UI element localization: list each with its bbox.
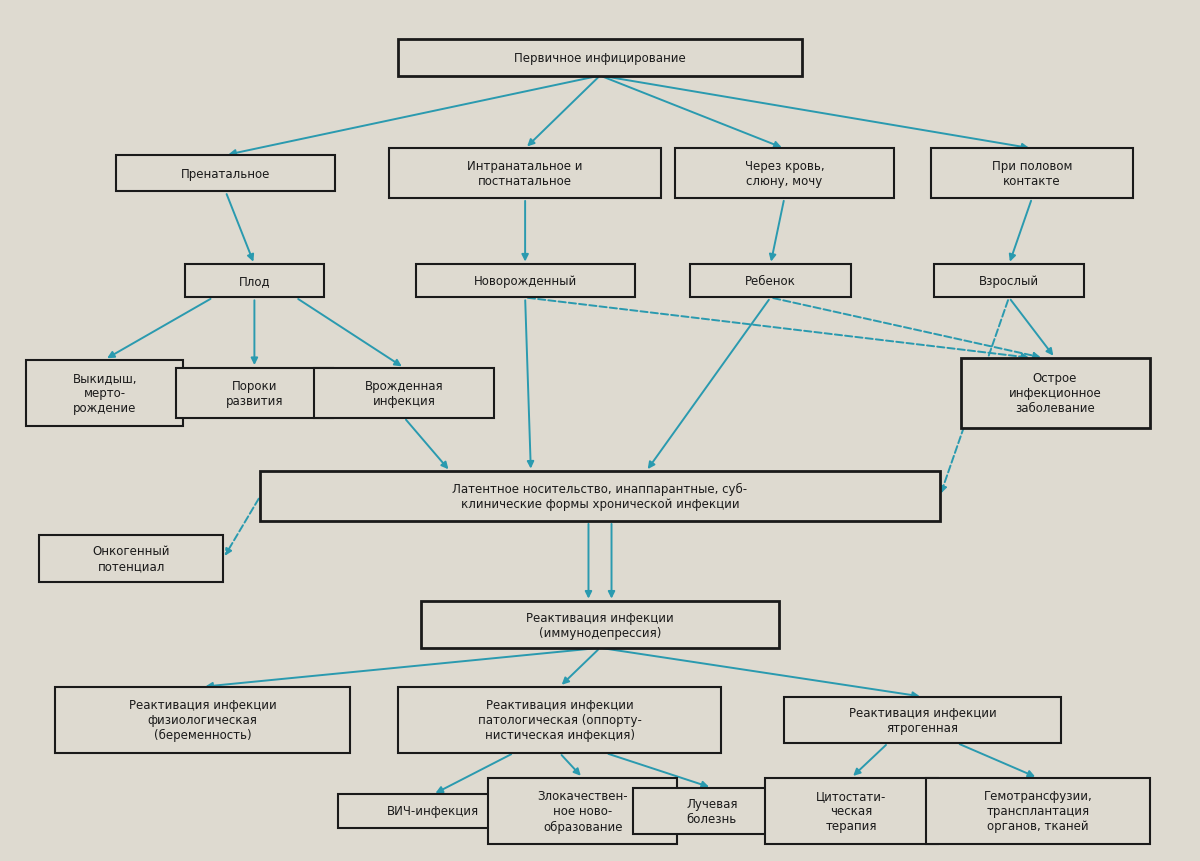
Text: Через кровь,
слюну, мочу: Через кровь, слюну, мочу	[744, 160, 824, 188]
FancyBboxPatch shape	[634, 788, 790, 834]
FancyBboxPatch shape	[488, 778, 677, 844]
Text: Онкогенный
потенциал: Онкогенный потенциал	[92, 545, 170, 573]
FancyBboxPatch shape	[338, 795, 528, 827]
Text: Выкидыш,
мерто-
рождение: Выкидыш, мерто- рождение	[72, 372, 137, 415]
FancyBboxPatch shape	[55, 687, 350, 753]
Text: Взрослый: Взрослый	[979, 276, 1039, 288]
Text: Новорожденный: Новорожденный	[474, 276, 577, 288]
FancyBboxPatch shape	[26, 360, 182, 426]
FancyBboxPatch shape	[314, 369, 494, 418]
FancyBboxPatch shape	[674, 149, 894, 199]
FancyBboxPatch shape	[934, 265, 1084, 298]
Text: Латентное носительство, инаппарантные, суб-
клинические формы хронической инфекц: Латентное носительство, инаппарантные, с…	[452, 483, 748, 511]
FancyBboxPatch shape	[690, 265, 851, 298]
Text: Реактивация инфекции
физиологическая
(беременность): Реактивация инфекции физиологическая (бе…	[128, 698, 276, 741]
Text: Реактивация инфекции
ятрогенная: Реактивация инфекции ятрогенная	[848, 706, 996, 734]
FancyBboxPatch shape	[785, 697, 1061, 743]
FancyBboxPatch shape	[116, 156, 335, 192]
FancyBboxPatch shape	[764, 778, 937, 844]
FancyBboxPatch shape	[926, 778, 1150, 844]
Text: ВИЧ-инфекция: ВИЧ-инфекция	[386, 804, 479, 818]
Text: Злокачествен-
ное ново-
образование: Злокачествен- ное ново- образование	[538, 790, 628, 833]
FancyBboxPatch shape	[931, 149, 1133, 199]
Text: Лучевая
болезнь: Лучевая болезнь	[686, 797, 738, 825]
FancyBboxPatch shape	[185, 265, 324, 298]
Text: Цитостати-
ческая
терапия: Цитостати- ческая терапия	[816, 790, 887, 833]
FancyBboxPatch shape	[389, 149, 661, 199]
FancyBboxPatch shape	[421, 602, 779, 648]
Text: Реактивация инфекции
(иммунодепрессия): Реактивация инфекции (иммунодепрессия)	[526, 611, 674, 639]
Text: Реактивация инфекции
патологическая (оппорту-
нистическая инфекция): Реактивация инфекции патологическая (опп…	[478, 698, 642, 741]
Text: При половом
контакте: При половом контакте	[991, 160, 1073, 188]
FancyBboxPatch shape	[398, 687, 721, 753]
FancyBboxPatch shape	[176, 369, 332, 418]
Text: Острое
инфекционное
заболевание: Острое инфекционное заболевание	[1009, 372, 1102, 415]
Text: Пренатальное: Пренатальное	[181, 168, 270, 181]
FancyBboxPatch shape	[415, 265, 635, 298]
Text: Интранатальное и
постнатальное: Интранатальное и постнатальное	[467, 160, 583, 188]
FancyBboxPatch shape	[38, 536, 223, 582]
Text: Гемотрансфузии,
трансплантация
органов, тканей: Гемотрансфузии, трансплантация органов, …	[983, 790, 1092, 833]
FancyBboxPatch shape	[260, 472, 940, 522]
Text: Врожденная
инфекция: Врожденная инфекция	[365, 380, 444, 407]
FancyBboxPatch shape	[960, 358, 1150, 428]
Text: Плод: Плод	[239, 276, 270, 288]
Text: Пороки
развития: Пороки развития	[226, 380, 283, 407]
FancyBboxPatch shape	[398, 40, 802, 77]
Text: Ребенок: Ребенок	[745, 276, 796, 288]
Text: Первичное инфицирование: Первичное инфицирование	[514, 52, 686, 65]
